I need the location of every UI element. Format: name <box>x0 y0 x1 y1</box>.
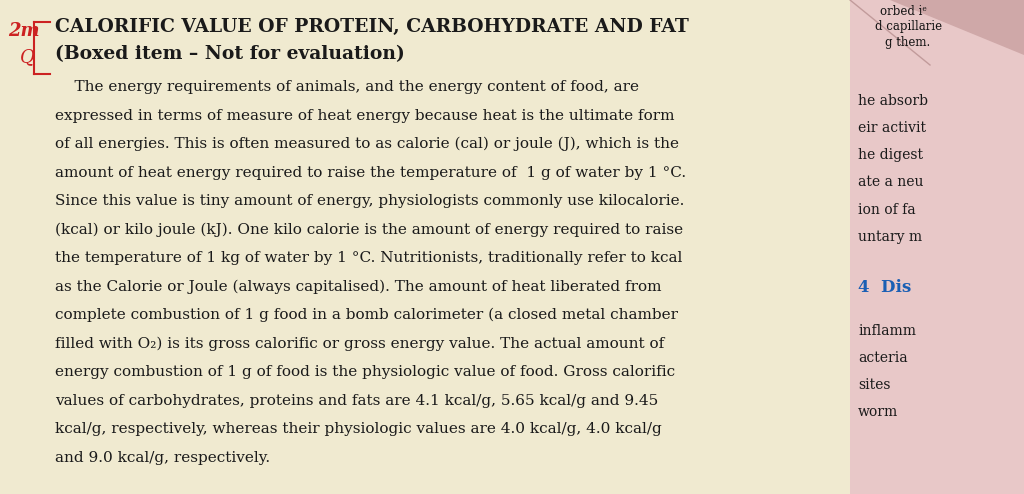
Text: worm: worm <box>858 405 898 419</box>
Text: he digest: he digest <box>858 148 923 162</box>
Polygon shape <box>850 0 1024 55</box>
Text: filled with O₂) is its gross calorific or gross energy value. The actual amount : filled with O₂) is its gross calorific o… <box>55 336 665 351</box>
Text: orbed iᵉ: orbed iᵉ <box>880 5 927 18</box>
Text: values of carbohydrates, proteins and fats are 4.1 kcal/g, 5.65 kcal/g and 9.45: values of carbohydrates, proteins and fa… <box>55 394 658 408</box>
Text: he absorb: he absorb <box>858 94 928 108</box>
Text: The energy requirements of animals, and the energy content of food, are: The energy requirements of animals, and … <box>55 80 639 94</box>
Text: of all energies. This is often measured to as calorie (cal) or joule (J), which : of all energies. This is often measured … <box>55 137 679 151</box>
Text: g them.: g them. <box>885 36 930 49</box>
Text: CALORIFIC VALUE OF PROTEIN, CARBOHYDRATE AND FAT: CALORIFIC VALUE OF PROTEIN, CARBOHYDRATE… <box>55 18 689 36</box>
Text: Since this value is tiny amount of energy, physiologists commonly use kilocalori: Since this value is tiny amount of energ… <box>55 194 684 208</box>
Text: amount of heat energy required to raise the temperature of  1 g of water by 1 °C: amount of heat energy required to raise … <box>55 165 686 179</box>
Text: (kcal) or kilo joule (kJ). One kilo calorie is the amount of energy required to : (kcal) or kilo joule (kJ). One kilo calo… <box>55 222 683 237</box>
Text: energy combustion of 1 g of food is the physiologic value of food. Gross calorif: energy combustion of 1 g of food is the … <box>55 365 675 379</box>
Text: as the Calorie or Joule (always capitalised). The amount of heat liberated from: as the Calorie or Joule (always capitali… <box>55 280 662 294</box>
Text: (Boxed item – Not for evaluation): (Boxed item – Not for evaluation) <box>55 45 404 63</box>
Text: d capillarie: d capillarie <box>874 20 942 33</box>
Text: ion of fa: ion of fa <box>858 203 915 216</box>
Text: 4  Dis: 4 Dis <box>858 279 911 296</box>
Text: kcal/g, respectively, whereas their physiologic values are 4.0 kcal/g, 4.0 kcal/: kcal/g, respectively, whereas their phys… <box>55 422 662 436</box>
Text: untary m: untary m <box>858 230 923 244</box>
Text: inflamm: inflamm <box>858 324 916 337</box>
Text: Q: Q <box>20 48 35 66</box>
Text: expressed in terms of measure of heat energy because heat is the ultimate form: expressed in terms of measure of heat en… <box>55 109 675 123</box>
Bar <box>850 0 1024 494</box>
Text: ate a neu: ate a neu <box>858 175 924 189</box>
Text: sites: sites <box>858 378 891 392</box>
Text: 2m: 2m <box>8 22 40 40</box>
Text: and 9.0 kcal/g, respectively.: and 9.0 kcal/g, respectively. <box>55 451 270 464</box>
Text: acteria: acteria <box>858 351 907 365</box>
Text: complete combustion of 1 g food in a bomb calorimeter (a closed metal chamber: complete combustion of 1 g food in a bom… <box>55 308 678 323</box>
Text: the temperature of 1 kg of water by 1 °C. Nutritionists, traditionally refer to : the temperature of 1 kg of water by 1 °C… <box>55 251 682 265</box>
Text: eir activit: eir activit <box>858 121 926 135</box>
